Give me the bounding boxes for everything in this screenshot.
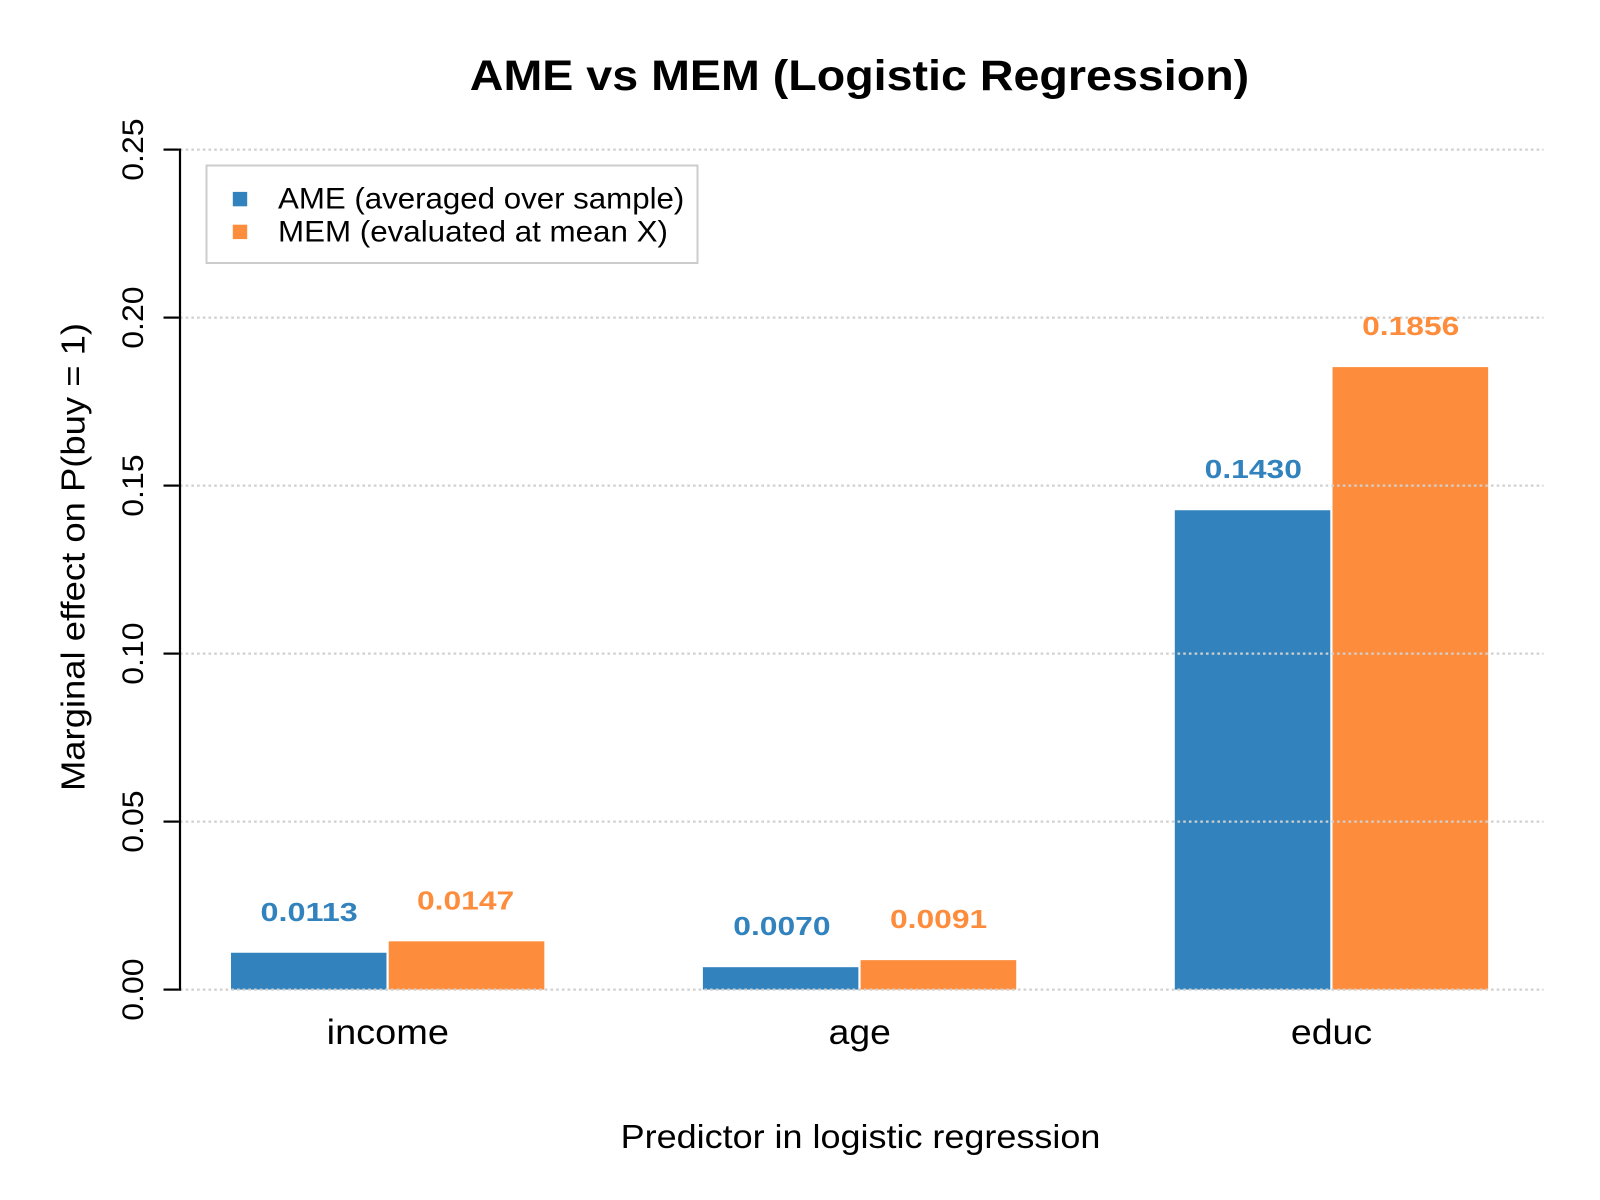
svg-text:Marginal effect on P(buy = 1): Marginal effect on P(buy = 1) bbox=[56, 323, 93, 791]
svg-text:0.0091: 0.0091 bbox=[890, 904, 987, 934]
svg-text:AME (averaged over sample): AME (averaged over sample) bbox=[278, 183, 684, 216]
svg-text:0.1856: 0.1856 bbox=[1362, 311, 1459, 341]
svg-text:0.1430: 0.1430 bbox=[1205, 454, 1302, 484]
svg-text:0.20: 0.20 bbox=[117, 286, 150, 348]
svg-text:age: age bbox=[829, 1013, 891, 1052]
svg-text:Predictor in logistic regressi: Predictor in logistic regression bbox=[621, 1119, 1101, 1156]
svg-text:educ: educ bbox=[1291, 1013, 1372, 1052]
svg-text:0.0147: 0.0147 bbox=[417, 885, 514, 915]
svg-text:0.0070: 0.0070 bbox=[733, 911, 830, 941]
svg-text:0.10: 0.10 bbox=[117, 622, 150, 684]
svg-text:0.0113: 0.0113 bbox=[261, 897, 358, 927]
svg-text:MEM (evaluated at mean X): MEM (evaluated at mean X) bbox=[278, 215, 668, 248]
svg-text:0.00: 0.00 bbox=[117, 958, 150, 1020]
svg-text:0.05: 0.05 bbox=[117, 790, 150, 852]
svg-text:0.25: 0.25 bbox=[117, 118, 150, 180]
svg-text:AME vs MEM (Logistic Regressio: AME vs MEM (Logistic Regression) bbox=[470, 52, 1249, 99]
svg-text:0.15: 0.15 bbox=[117, 454, 150, 516]
svg-text:income: income bbox=[327, 1013, 449, 1052]
